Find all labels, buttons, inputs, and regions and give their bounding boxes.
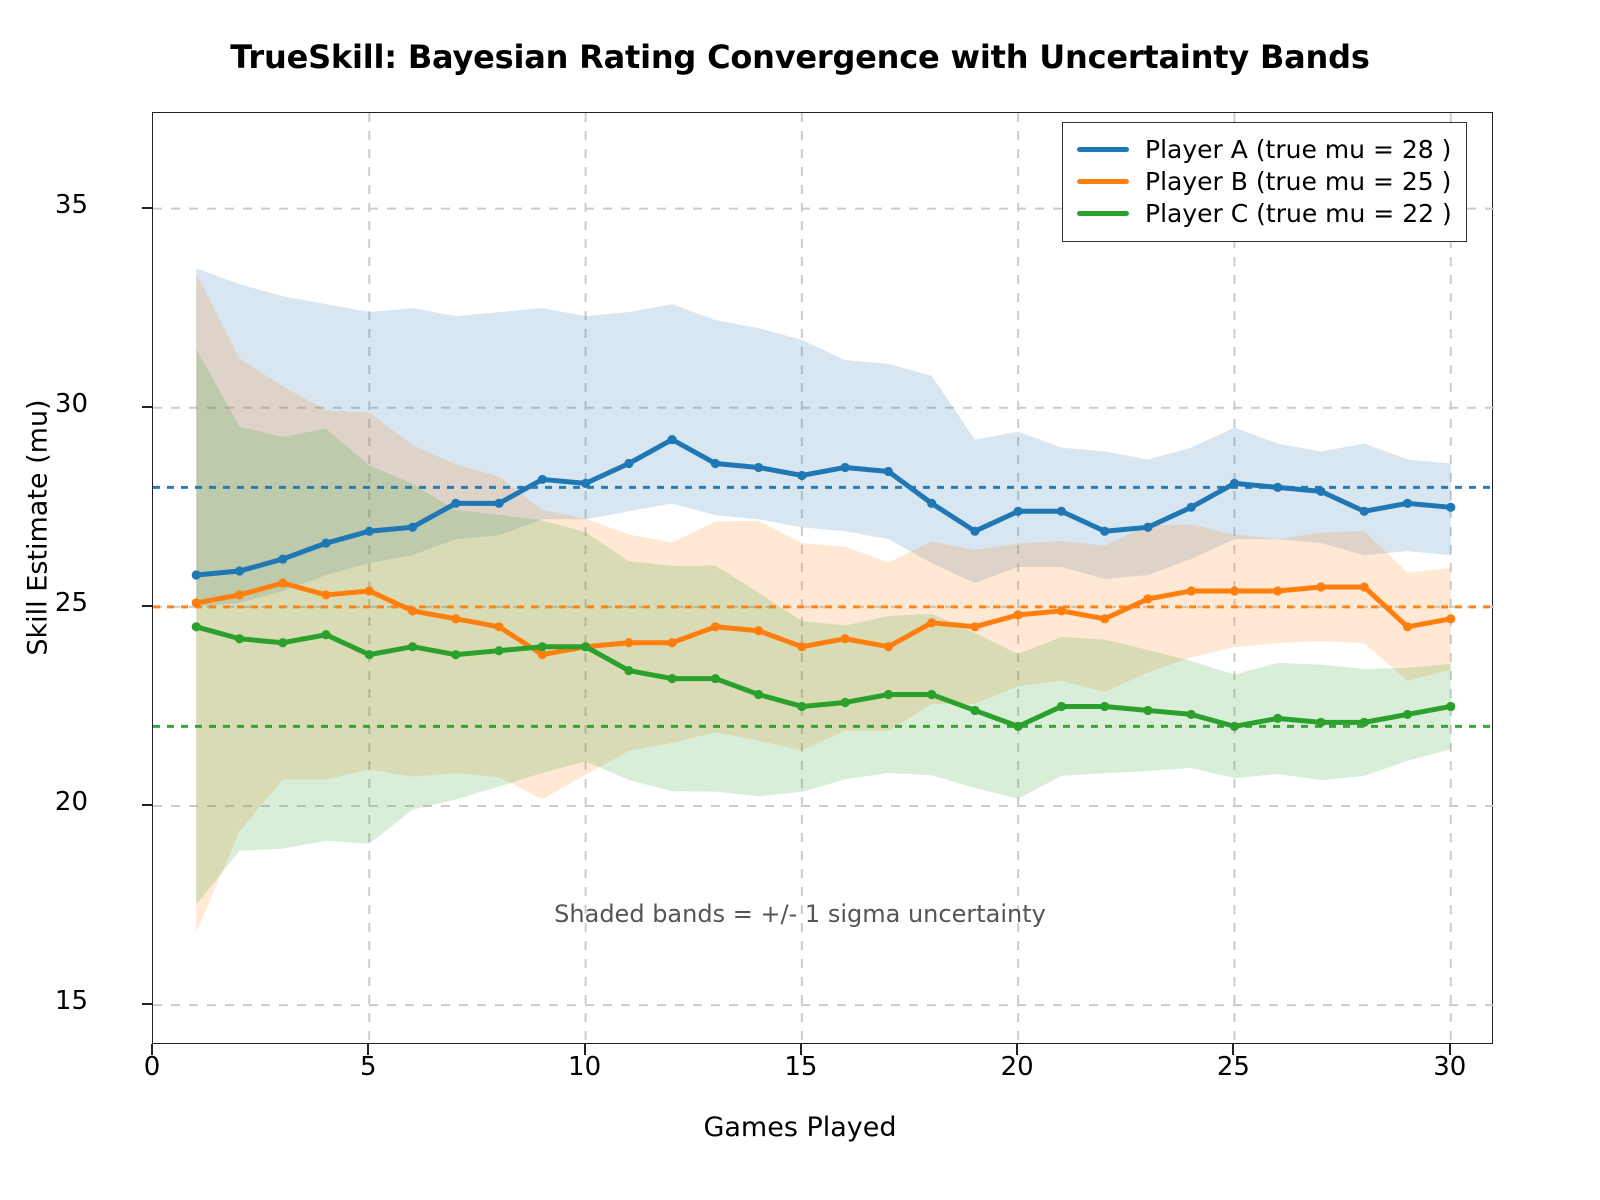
x-tick-mark [1448,1044,1451,1055]
x-tick-mark [583,1044,586,1055]
x-tick-label: 25 [1216,1052,1250,1082]
x-tick-label: 20 [1000,1052,1034,1082]
legend-label-player-c: Player C (true mu = 22 ) [1145,198,1452,228]
x-tick-mark [1232,1044,1235,1055]
y-tick-mark [142,405,153,408]
x-tick-label: 30 [1433,1052,1467,1082]
y-tick-mark [142,206,153,209]
x-tick-mark [151,1044,153,1055]
y-tick-label: 20 [54,787,88,818]
x-tick-mark [1016,1044,1019,1055]
x-tick-label: 5 [360,1052,377,1082]
legend-swatch-player-a [1077,146,1129,152]
legend-item[interactable]: Player B (true mu = 25 ) [1077,165,1452,197]
y-tick-label: 35 [54,189,88,220]
legend: Player A (true mu = 28 ) Player B (true … [1062,122,1467,242]
x-tick-label: 15 [784,1052,818,1082]
x-axis-label: Games Played [703,1112,897,1143]
plot-area [152,112,1494,1045]
legend-label-player-b: Player B (true mu = 25 ) [1145,166,1452,196]
x-tick-mark [799,1044,802,1055]
x-tick-label: 10 [568,1052,602,1082]
legend-swatch-player-c [1077,210,1129,216]
legend-item[interactable]: Player C (true mu = 22 ) [1077,197,1452,229]
legend-label-player-a: Player A (true mu = 28 ) [1145,134,1452,164]
plot-svg [153,113,1494,1045]
y-tick-mark [142,1003,153,1006]
y-tick-mark [142,804,153,807]
legend-item[interactable]: Player A (true mu = 28 ) [1077,133,1452,165]
y-tick-mark [142,604,153,607]
y-tick-label: 15 [54,986,88,1017]
x-tick-mark [367,1044,370,1055]
y-axis-label: Skill Estimate (mu) [22,399,54,656]
y-tick-label: 30 [54,388,88,419]
page-title: TrueSkill: Bayesian Rating Convergence w… [230,38,1370,76]
y-tick-label: 25 [54,587,88,618]
legend-swatch-player-b [1077,178,1129,184]
x-tick-label: 0 [143,1052,161,1082]
uncertainty-annotation: Shaded bands = +/- 1 sigma uncertainty [554,900,1046,928]
